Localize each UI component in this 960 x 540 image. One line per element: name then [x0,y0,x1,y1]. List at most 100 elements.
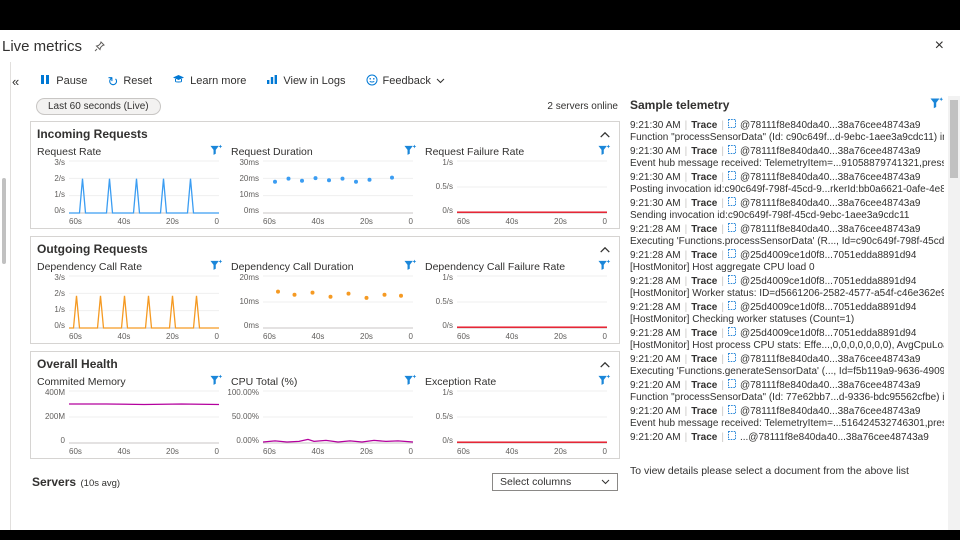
filter-icon[interactable] [930,96,944,114]
document-icon [727,119,736,132]
left-rail [0,62,11,530]
section-collapse-chevron-icon[interactable] [599,130,613,139]
x-axis-tick: 60s [457,447,470,456]
telemetry-row[interactable]: 9:21:20 AM | Trace | @78111f8e840da40...38a7… [630,404,944,430]
x-axis-tick: 20s [554,447,567,456]
x-axis-tick: 40s [311,332,325,341]
chart-caption: Exception Rate [425,375,497,388]
telemetry-list: 9:21:30 AM | Trace | @78111f8e840da40...38a7… [630,118,944,456]
sections: Incoming Requests Request Rate 3/s 2/s 1/s 0/… [30,121,620,459]
telemetry-row[interactable]: 9:21:30 AM | Trace | @78111f8e840da40...38a7… [630,145,944,169]
chart-dependency-call-rate: Dependency Call Rate 3/s 2/s 1/s 0/s 60s 40s 20… [37,259,225,341]
telemetry-type: Trace [691,431,718,443]
x-axis-tick: 20s [166,447,179,456]
telemetry-row[interactable]: 9:21:30 AM | Trace | @78111f8e840da40...38a7… [630,119,944,143]
telemetry-row[interactable]: 9:21:30 AM | Trace | @78111f8e840da40...38a7… [630,171,944,195]
telemetry-row[interactable]: 9:21:28 AM | Trace | @25d4009ce1d0f8...7051e… [630,300,944,326]
filter-icon[interactable] [404,373,417,391]
pause-button[interactable]: Pause [41,75,87,87]
filter-icon[interactable] [210,143,223,161]
chart-plot [69,159,219,215]
x-axis-tick: 20s [166,217,179,226]
telemetry-type: Trace [691,171,718,183]
telemetry-type: Trace [691,353,718,365]
page-header: Live metrics × [0,30,960,62]
x-axis-tick: 40s [311,447,325,456]
servers-label: Servers [32,475,77,489]
y-axis-tick: 10ms [239,190,259,199]
x-axis-tick: 40s [505,332,519,341]
chart-caption: Commited Memory [37,375,126,388]
chart-request-duration: Request Duration 30ms 20ms 10ms 0ms 60s 40s 20s… [231,144,419,226]
y-axis-tick: 0.00% [236,436,259,445]
telemetry-time: 9:21:28 AM [630,249,681,261]
telemetry-row[interactable]: 9:21:20 AM | Trace | @78111f8e840da40...38a7… [630,353,944,377]
telemetry-type: Trace [691,223,718,235]
document-icon [727,275,736,288]
servers-bar: Servers (10s avg) Select columns [32,473,618,491]
chart-plot [457,159,607,215]
filter-icon[interactable] [404,258,417,276]
section-incoming-requests: Incoming Requests Request Rate 3/s 2/s 1/s 0/… [30,121,620,229]
reset-button[interactable]: ↻ Reset [107,73,153,89]
chart-caption: Dependency Call Duration [231,260,354,273]
chart-request-rate: Request Rate 3/s 2/s 1/s 0/s 60s 40s 20s 0 [37,144,225,226]
view-in-logs-button[interactable]: View in Logs [266,74,346,88]
telemetry-id: @25d4009ce1d0f8...7051edda8891d94 [739,327,917,339]
telemetry-row[interactable]: 9:21:30 AM | Trace | @78111f8e840da40...38a7… [630,196,944,222]
filter-icon[interactable] [210,373,223,391]
chart-commited-memory: Commited Memory 400M 200M 0 60s 40s 20s 0 [37,374,225,456]
filter-icon[interactable] [210,258,223,276]
filter-icon[interactable] [598,373,611,391]
document-icon [727,327,736,340]
left-scrollbar-thumb[interactable] [2,178,6,264]
telemetry-row[interactable]: 9:21:20 AM | Trace | ...@78111f8e840da40...3… [630,431,929,443]
close-icon[interactable]: × [934,37,944,54]
section-collapse-chevron-icon[interactable] [599,245,613,254]
y-axis-tick: 2/s [54,174,65,183]
x-axis-tick: 40s [505,217,519,226]
telemetry-row[interactable]: 9:21:28 AM | Trace | @25d4009ce1d0f8...7051e… [630,327,944,351]
telemetry-time: 9:21:20 AM [630,353,681,365]
telemetry-row[interactable]: 9:21:20 AM | Trace | @78111f8e840da40...38a7… [630,378,944,404]
telemetry-row[interactable]: 9:21:28 AM | Trace | @78111f8e840da40...38a7… [630,223,944,247]
y-axis-tick: 0 [60,436,65,445]
y-axis-tick: 400M [44,388,65,397]
y-axis-tick: 0/s [442,436,453,445]
telemetry-time: 9:21:30 AM [630,119,681,131]
document-icon [727,379,736,392]
y-axis-tick: 0/s [54,206,65,215]
telemetry-message: [HostMonitor] Host aggregate CPU load 0 [630,262,815,273]
y-axis-tick: 1/s [442,273,453,282]
telemetry-message: Function "processSensorData" (Id: c90c64… [630,132,944,143]
telemetry-message: Executing 'Functions.processSensorData' … [630,236,944,247]
telemetry-row[interactable]: 9:21:28 AM | Trace | @25d4009ce1d0f8...7051e… [630,248,944,274]
bottom-black-bar [0,530,960,540]
select-columns-dropdown[interactable]: Select columns [492,473,618,491]
page-scrollbar-thumb[interactable] [950,100,958,178]
chart-dependency-call-duration: Dependency Call Duration 20ms 10ms 0ms 60s 40… [231,259,419,341]
feedback-button[interactable]: Feedback [366,74,445,89]
pin-icon[interactable] [94,40,105,52]
filter-icon[interactable] [598,258,611,276]
telemetry-id: ...@78111f8e840da40...38a76cee48743a9 [739,431,929,443]
collapse-panel-button[interactable]: « [12,73,20,89]
filter-icon[interactable] [404,143,417,161]
telemetry-message: Event hub message received: TelemetryIte… [630,418,944,429]
telemetry-type: Trace [691,249,718,261]
y-axis-tick: 0.5/s [435,412,453,421]
chart-request-failure-rate: Request Failure Rate 1/s 0.5/s 0/s 60s 40s 20s… [425,144,613,226]
learn-more-button[interactable]: Learn more [172,74,246,88]
x-axis-tick: 0 [214,332,219,341]
section-outgoing-requests: Outgoing Requests Dependency Call Rate 3/s… [30,236,620,344]
telemetry-type: Trace [691,197,718,209]
chart-caption: Request Duration [231,145,313,158]
x-axis-tick: 0 [602,332,607,341]
page-scrollbar[interactable] [948,96,960,530]
time-range-pill[interactable]: Last 60 seconds (Live) [36,97,161,115]
filter-icon[interactable] [598,143,611,161]
y-axis-tick: 0.5/s [435,297,453,306]
telemetry-row[interactable]: 9:21:28 AM | Trace | @25d4009ce1d0f8...7051e… [630,275,944,299]
section-collapse-chevron-icon[interactable] [599,360,613,369]
x-axis-tick: 20s [360,332,373,341]
